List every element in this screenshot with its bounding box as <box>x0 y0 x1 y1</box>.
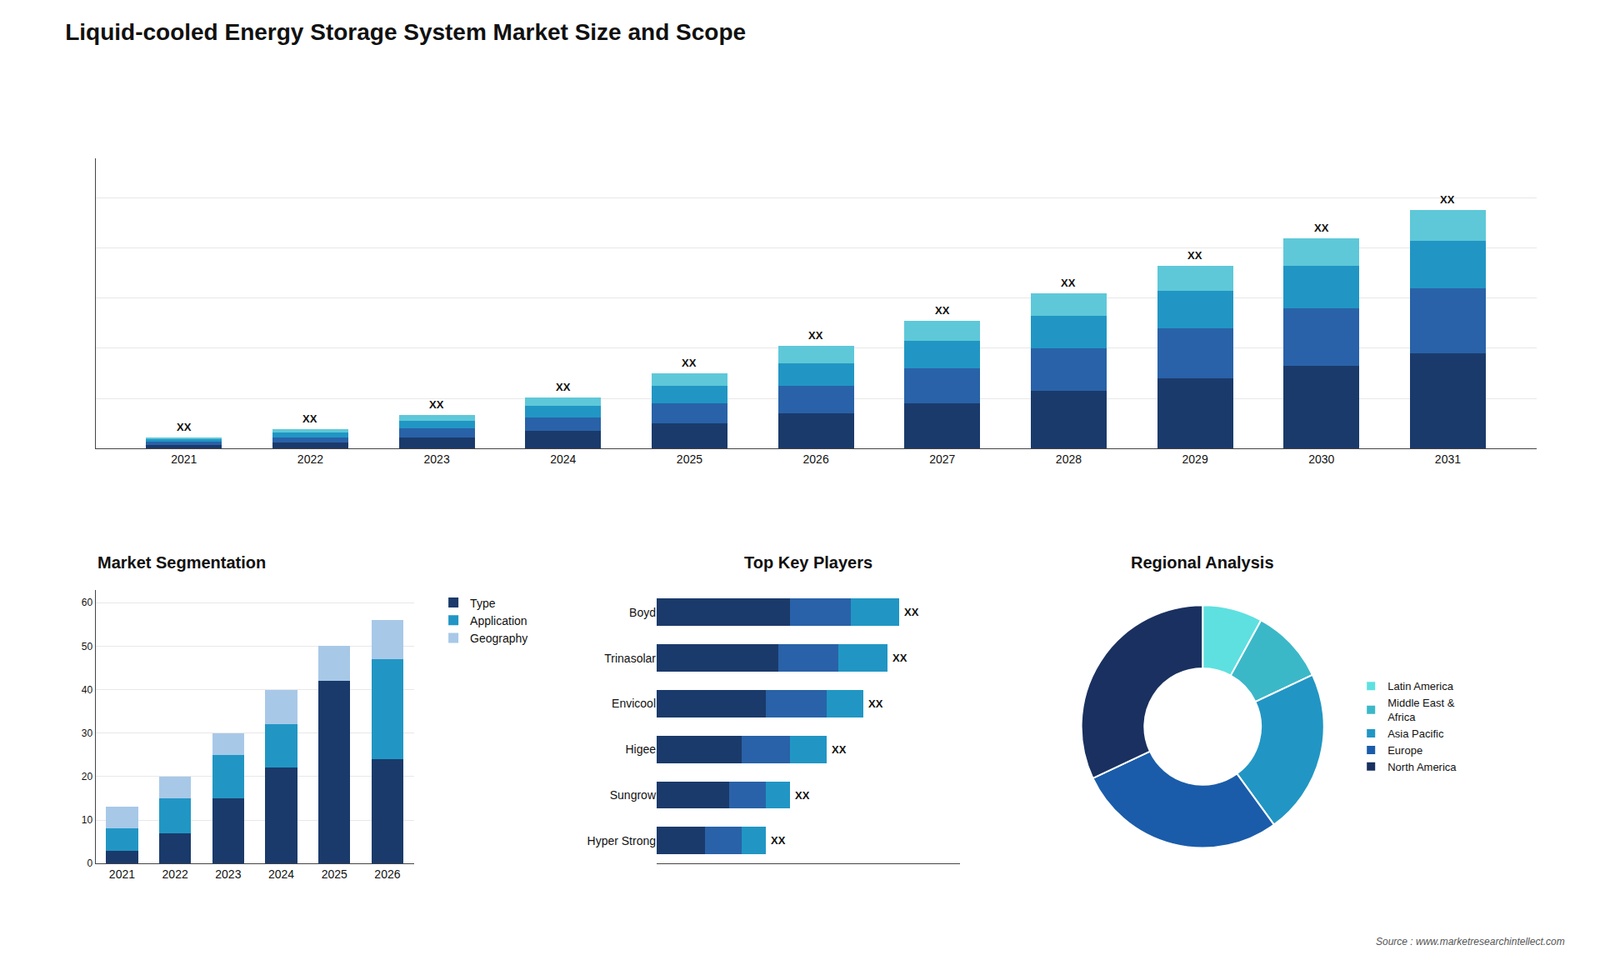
svg-text:50: 50 <box>81 640 94 653</box>
svg-text:XX: XX <box>831 743 847 756</box>
svg-text:XX: XX <box>795 789 810 802</box>
svg-text:XX: XX <box>176 420 192 434</box>
svg-text:10: 10 <box>81 814 94 826</box>
svg-text:2023: 2023 <box>424 452 450 466</box>
svg-text:2030: 2030 <box>1308 452 1335 466</box>
svg-text:40: 40 <box>81 684 94 696</box>
svg-text:Middle East &Africa: Middle East &Africa <box>1387 696 1455 724</box>
svg-text:Type: Type <box>470 596 496 610</box>
svg-text:2027: 2027 <box>929 452 955 466</box>
svg-text:2031: 2031 <box>1435 452 1461 466</box>
svg-text:Envicool: Envicool <box>611 696 656 710</box>
svg-text:XX: XX <box>681 356 697 370</box>
svg-text:2021: 2021 <box>109 867 135 881</box>
svg-text:XX: XX <box>1314 221 1330 235</box>
svg-text:XX: XX <box>770 834 786 847</box>
svg-text:Asia Pacific: Asia Pacific <box>1387 727 1445 740</box>
svg-text:2028: 2028 <box>1055 452 1082 466</box>
svg-text:XX: XX <box>904 605 920 619</box>
svg-text:2022: 2022 <box>297 452 324 466</box>
svg-text:Market Segmentation: Market Segmentation <box>97 553 266 572</box>
svg-text:30: 30 <box>81 727 94 740</box>
svg-text:Liquid-cooled Energy Storage S: Liquid-cooled Energy Storage System Mark… <box>65 19 746 45</box>
svg-text:0: 0 <box>87 857 94 870</box>
svg-text:XX: XX <box>808 329 824 342</box>
svg-text:XX: XX <box>555 380 571 394</box>
svg-text:Europe: Europe <box>1387 744 1423 757</box>
svg-text:Boyd: Boyd <box>629 605 656 620</box>
svg-text:XX: XX <box>868 697 884 710</box>
svg-text:2026: 2026 <box>803 452 830 466</box>
svg-text:2021: 2021 <box>170 452 197 466</box>
svg-text:Sungrow: Sungrow <box>610 788 657 802</box>
svg-text:2029: 2029 <box>1182 452 1209 466</box>
svg-text:XX: XX <box>1060 276 1076 290</box>
svg-text:Hyper Strong: Hyper Strong <box>587 834 656 848</box>
svg-text:2024: 2024 <box>550 452 576 466</box>
svg-text:2022: 2022 <box>162 867 189 881</box>
svg-text:Trinasolar: Trinasolar <box>604 651 656 665</box>
svg-text:Higee: Higee <box>625 742 656 756</box>
svg-text:2023: 2023 <box>215 867 241 881</box>
svg-text:Geography: Geography <box>470 631 528 645</box>
svg-text:2025: 2025 <box>321 867 348 881</box>
svg-text:XX: XX <box>302 412 318 425</box>
svg-text:XX: XX <box>892 651 908 665</box>
svg-text:Latin America: Latin America <box>1387 680 1455 693</box>
svg-text:60: 60 <box>81 596 94 609</box>
svg-text:2026: 2026 <box>374 867 400 881</box>
svg-text:XX: XX <box>935 304 950 317</box>
svg-text:Top Key Players: Top Key Players <box>744 553 873 572</box>
svg-text:North America: North America <box>1387 760 1457 774</box>
svg-text:XX: XX <box>1440 193 1455 206</box>
svg-text:Application: Application <box>470 614 528 628</box>
svg-text:XX: XX <box>429 398 445 411</box>
svg-text:2024: 2024 <box>268 867 295 881</box>
svg-text:XX: XX <box>1187 249 1203 262</box>
svg-text:Source : www.marketresearchint: Source : www.marketresearchintellect.com <box>1375 935 1565 948</box>
svg-text:2025: 2025 <box>676 452 703 466</box>
svg-text:Regional Analysis: Regional Analysis <box>1130 553 1275 572</box>
svg-text:20: 20 <box>81 770 94 783</box>
